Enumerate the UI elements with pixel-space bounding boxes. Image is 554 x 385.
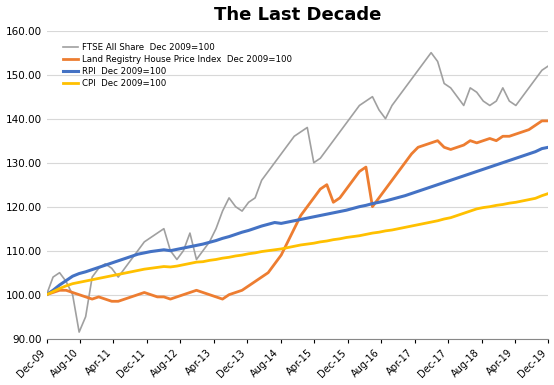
RPI  Dec 2009=100 [297, 217, 304, 222]
FTSE All Share  Dec 2009=100 [83, 315, 89, 319]
FTSE All Share  Dec 2009=100 [43, 292, 50, 297]
Land Registry House Price Index  Dec 2009=100 [408, 152, 415, 156]
Line: CPI  Dec 2009=100: CPI Dec 2009=100 [47, 194, 548, 295]
FTSE All Share  Dec 2009=100 [135, 248, 141, 253]
Land Registry House Price Index  Dec 2009=100 [213, 295, 219, 299]
Land Registry House Price Index  Dec 2009=100 [538, 119, 545, 123]
CPI  Dec 2009=100 [76, 280, 83, 285]
FTSE All Share  Dec 2009=100 [545, 64, 552, 68]
RPI  Dec 2009=100 [402, 193, 408, 198]
Land Registry House Price Index  Dec 2009=100 [76, 292, 83, 297]
FTSE All Share  Dec 2009=100 [428, 50, 434, 55]
RPI  Dec 2009=100 [43, 292, 50, 297]
Line: FTSE All Share  Dec 2009=100: FTSE All Share Dec 2009=100 [47, 53, 548, 332]
Land Registry House Price Index  Dec 2009=100 [43, 292, 50, 297]
CPI  Dec 2009=100 [258, 249, 265, 254]
Land Registry House Price Index  Dec 2009=100 [304, 204, 311, 209]
Title: The Last Decade: The Last Decade [214, 5, 381, 23]
Land Registry House Price Index  Dec 2009=100 [135, 292, 141, 297]
Line: Land Registry House Price Index  Dec 2009=100: Land Registry House Price Index Dec 2009… [47, 121, 548, 301]
CPI  Dec 2009=100 [297, 243, 304, 247]
FTSE All Share  Dec 2009=100 [76, 330, 83, 335]
RPI  Dec 2009=100 [128, 254, 135, 259]
RPI  Dec 2009=100 [258, 224, 265, 228]
Legend: FTSE All Share  Dec 2009=100, Land Registry House Price Index  Dec 2009=100, RPI: FTSE All Share Dec 2009=100, Land Regist… [61, 41, 294, 90]
CPI  Dec 2009=100 [206, 258, 213, 263]
RPI  Dec 2009=100 [76, 271, 83, 276]
FTSE All Share  Dec 2009=100 [304, 125, 311, 130]
Land Registry House Price Index  Dec 2009=100 [545, 119, 552, 123]
FTSE All Share  Dec 2009=100 [408, 77, 415, 81]
FTSE All Share  Dec 2009=100 [265, 169, 271, 174]
Land Registry House Price Index  Dec 2009=100 [109, 299, 115, 304]
Land Registry House Price Index  Dec 2009=100 [265, 270, 271, 275]
CPI  Dec 2009=100 [128, 270, 135, 274]
RPI  Dec 2009=100 [206, 240, 213, 244]
RPI  Dec 2009=100 [545, 145, 552, 150]
Line: RPI  Dec 2009=100: RPI Dec 2009=100 [47, 147, 548, 295]
CPI  Dec 2009=100 [545, 191, 552, 196]
CPI  Dec 2009=100 [43, 292, 50, 297]
FTSE All Share  Dec 2009=100 [213, 226, 219, 231]
CPI  Dec 2009=100 [402, 225, 408, 230]
